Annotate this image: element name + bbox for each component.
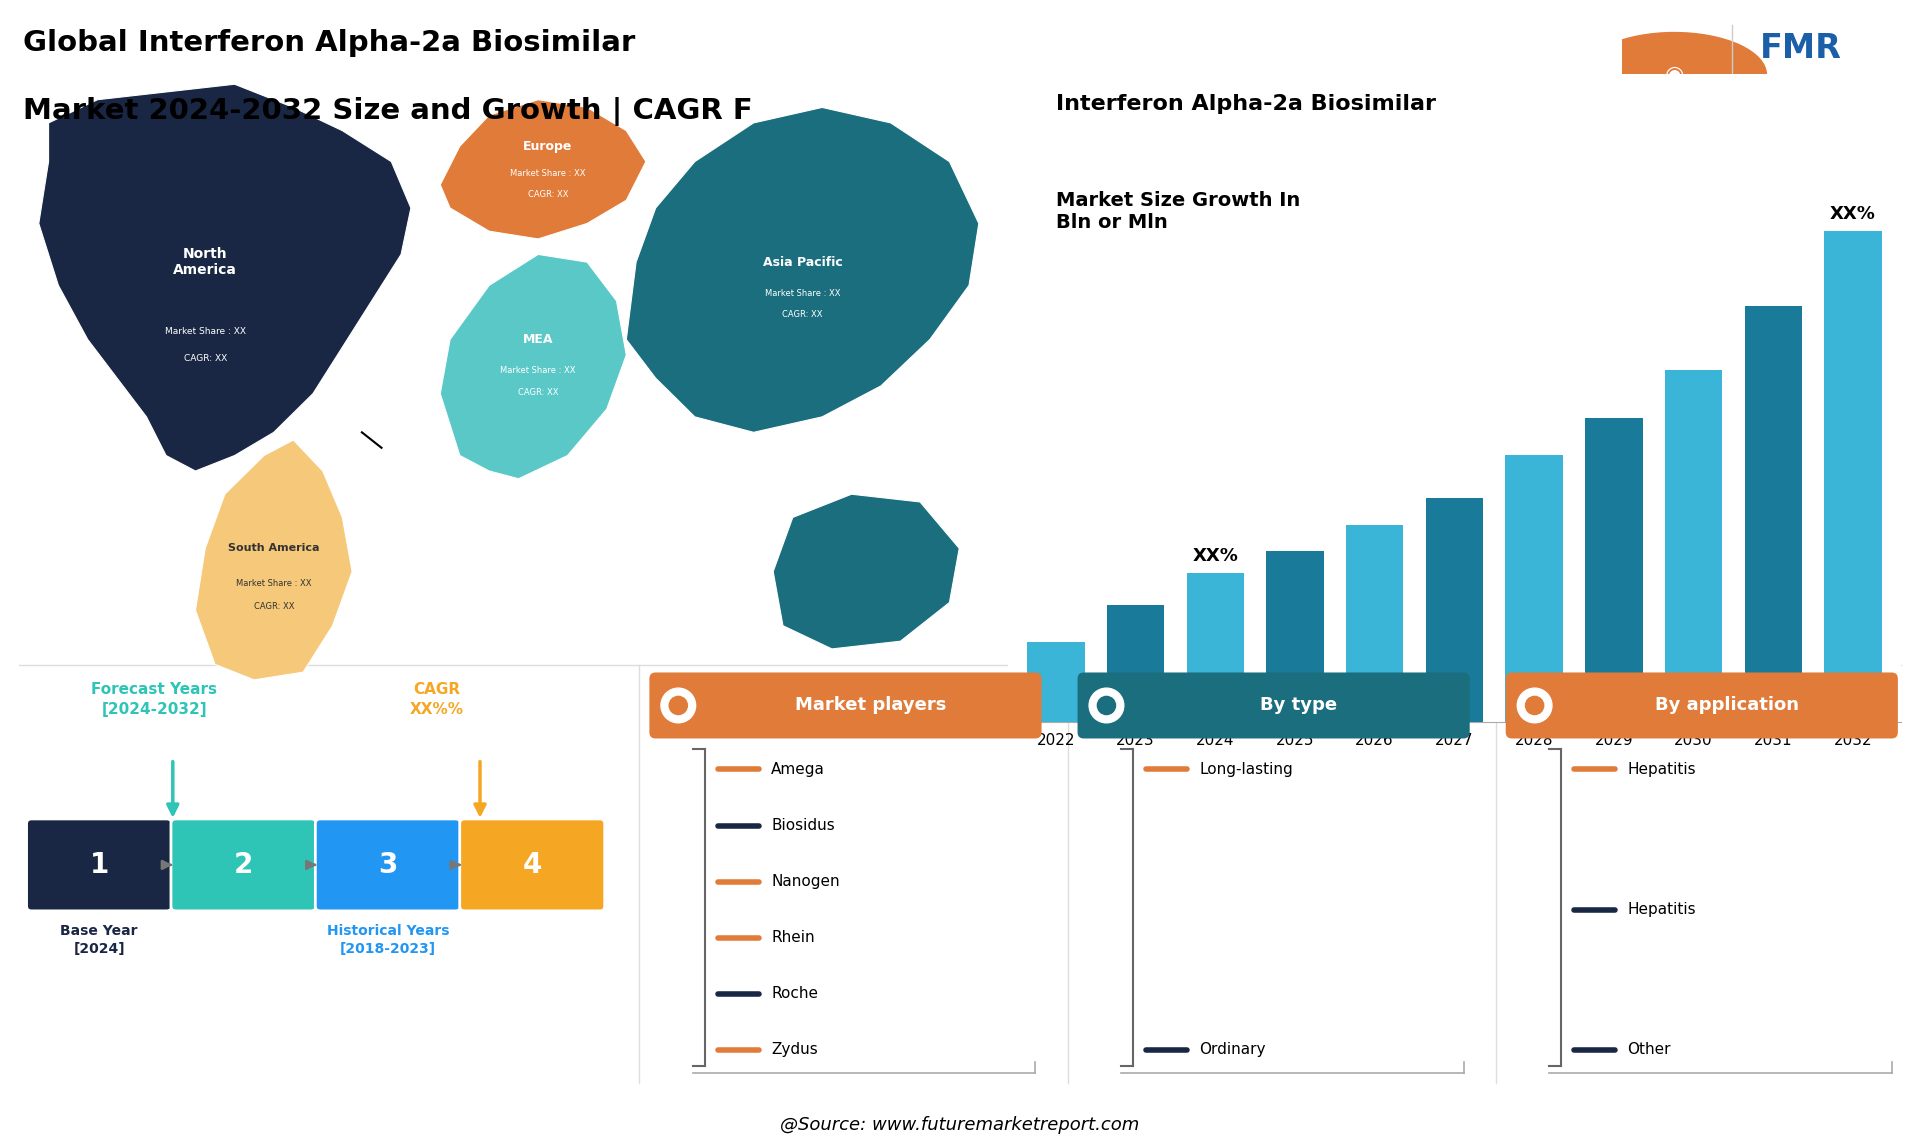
Text: Zydus: Zydus — [772, 1043, 818, 1058]
Circle shape — [1089, 688, 1123, 723]
Bar — [1267, 551, 1323, 722]
Text: Asia Pacific: Asia Pacific — [762, 256, 843, 268]
Text: FMR: FMR — [1761, 32, 1841, 65]
Text: Other: Other — [1628, 1043, 1670, 1058]
Text: Roche: Roche — [772, 987, 818, 1002]
Circle shape — [670, 697, 687, 715]
Text: Ordinary: Ordinary — [1200, 1043, 1265, 1058]
Text: Forecast Years
[2024-2032]: Forecast Years [2024-2032] — [92, 682, 217, 717]
Polygon shape — [38, 85, 411, 471]
Text: CAGR: XX: CAGR: XX — [781, 311, 824, 320]
Text: Hepatitis: Hepatitis — [1628, 762, 1695, 777]
Bar — [1586, 418, 1642, 722]
Text: 1: 1 — [90, 850, 109, 879]
Text: CAGR: XX: CAGR: XX — [253, 602, 294, 611]
Text: Hepatitis: Hepatitis — [1628, 902, 1695, 917]
Text: CAGR
XX%%: CAGR XX%% — [411, 682, 465, 717]
Polygon shape — [440, 254, 626, 479]
Text: Long-lasting: Long-lasting — [1200, 762, 1292, 777]
Text: By application: By application — [1655, 697, 1799, 714]
Text: Market players: Market players — [795, 697, 947, 714]
Text: Market Share : XX: Market Share : XX — [511, 168, 586, 178]
Text: Global Interferon Alpha-2a Biosimilar: Global Interferon Alpha-2a Biosimilar — [23, 29, 636, 56]
Text: Market Size Growth In
Bln or Mln: Market Size Growth In Bln or Mln — [1056, 191, 1300, 231]
Text: CAGR: XX: CAGR: XX — [184, 354, 227, 363]
Bar — [1106, 605, 1164, 722]
FancyBboxPatch shape — [649, 673, 1041, 738]
Text: Market 2024-2032 Size and Growth | CAGR F: Market 2024-2032 Size and Growth | CAGR … — [23, 97, 753, 126]
Text: 3: 3 — [378, 850, 397, 879]
Text: Europe: Europe — [524, 140, 572, 152]
Text: Rhein: Rhein — [772, 931, 814, 945]
Text: Market Share : XX: Market Share : XX — [165, 328, 246, 336]
Text: Nanogen: Nanogen — [772, 874, 839, 889]
Text: Market Share : XX: Market Share : XX — [236, 579, 311, 588]
Text: Biosidus: Biosidus — [772, 818, 835, 833]
Text: FUTURE MARKET REPORT: FUTURE MARKET REPORT — [1745, 100, 1857, 108]
FancyBboxPatch shape — [171, 819, 317, 911]
Text: MEA: MEA — [522, 333, 553, 346]
Text: @Source: www.futuremarketreport.com: @Source: www.futuremarketreport.com — [780, 1116, 1140, 1135]
FancyBboxPatch shape — [459, 819, 605, 911]
Bar — [1346, 525, 1404, 722]
Text: XX%: XX% — [1192, 547, 1238, 565]
Text: CAGR: XX: CAGR: XX — [528, 189, 568, 198]
Bar — [1824, 231, 1882, 722]
Circle shape — [1582, 32, 1766, 117]
FancyBboxPatch shape — [315, 819, 461, 911]
Polygon shape — [626, 108, 979, 432]
Text: 4: 4 — [522, 850, 541, 879]
FancyBboxPatch shape — [27, 819, 171, 911]
Text: CAGR: XX: CAGR: XX — [518, 387, 559, 397]
Bar — [1665, 370, 1722, 722]
Text: Amega: Amega — [772, 762, 826, 777]
Text: Historical Years
[2018-2023]: Historical Years [2018-2023] — [326, 924, 449, 956]
Circle shape — [660, 688, 695, 723]
Bar — [1505, 455, 1563, 722]
Text: 2: 2 — [234, 850, 253, 879]
Bar — [1745, 306, 1803, 722]
Circle shape — [1526, 697, 1544, 715]
Bar — [1027, 642, 1085, 722]
Circle shape — [1517, 688, 1551, 723]
Text: Market Share : XX: Market Share : XX — [764, 289, 841, 298]
Bar — [1427, 499, 1482, 722]
Text: Base Year
[2024]: Base Year [2024] — [60, 924, 138, 956]
Text: By type: By type — [1260, 697, 1336, 714]
FancyBboxPatch shape — [1505, 673, 1897, 738]
Bar — [1187, 573, 1244, 722]
Text: North
America: North America — [173, 248, 238, 277]
Text: XX%: XX% — [1830, 205, 1876, 223]
Polygon shape — [440, 100, 645, 240]
Text: Interferon Alpha-2a Biosimilar: Interferon Alpha-2a Biosimilar — [1056, 94, 1436, 113]
Text: South America: South America — [228, 543, 319, 554]
FancyBboxPatch shape — [1077, 673, 1469, 738]
Text: ◉: ◉ — [1665, 64, 1684, 85]
Circle shape — [1098, 697, 1116, 715]
Polygon shape — [196, 440, 351, 680]
Text: Market Share : XX: Market Share : XX — [501, 366, 576, 375]
Polygon shape — [774, 494, 960, 649]
